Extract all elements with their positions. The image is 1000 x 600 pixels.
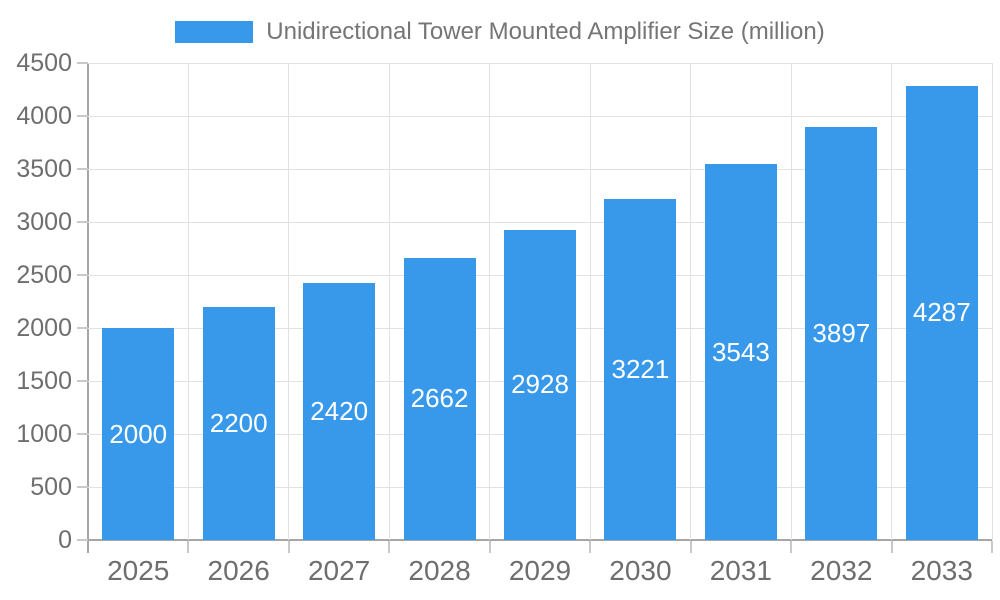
bar-value-label: 2000 <box>109 418 168 449</box>
x-tick-label: 2029 <box>508 555 572 586</box>
y-tick-label: 1500 <box>16 366 72 395</box>
bar-value-label: 2662 <box>410 383 469 414</box>
v-gridline <box>891 63 893 540</box>
bar-value-label: 2200 <box>209 407 268 438</box>
y-tick-label: 2000 <box>16 313 72 342</box>
bar-2027[interactable]: 2420 <box>303 283 376 540</box>
y-tick-label: 0 <box>58 525 72 554</box>
y-tick-mark <box>77 539 88 541</box>
v-gridline <box>589 63 591 540</box>
x-tick-mark <box>890 541 893 553</box>
bar-value-label: 4287 <box>912 297 971 328</box>
bar-2026[interactable]: 2200 <box>202 306 275 540</box>
legend-swatch <box>175 21 254 43</box>
x-tick-label: 2031 <box>709 555 773 586</box>
y-tick-label: 1000 <box>16 419 72 448</box>
x-tick-label: 2028 <box>408 555 471 586</box>
y-tick-label: 4000 <box>16 101 72 130</box>
x-tick-mark <box>87 541 89 553</box>
x-tick-mark <box>488 541 491 553</box>
y-tick-mark <box>77 62 88 64</box>
v-gridline <box>790 63 792 540</box>
x-tick-mark <box>689 541 692 553</box>
y-tick-label: 4500 <box>16 48 72 77</box>
y-tick-mark <box>77 433 88 435</box>
x-tick-label: 2027 <box>307 555 371 586</box>
x-tick-mark <box>287 541 290 553</box>
x-tick-label: 2032 <box>810 555 873 586</box>
v-gridline <box>187 63 189 540</box>
y-tick-mark <box>77 327 88 329</box>
legend-label: Unidirectional Tower Mounted Amplifier S… <box>266 18 825 45</box>
bar-2025[interactable]: 2000 <box>102 328 175 540</box>
bar-value-label: 3543 <box>711 336 770 367</box>
bar-value-label: 3897 <box>812 317 871 348</box>
y-tick-label: 3000 <box>16 207 72 236</box>
bar-2028[interactable]: 2662 <box>403 257 476 540</box>
bar-2029[interactable]: 2928 <box>504 229 576 540</box>
y-tick-mark <box>77 274 88 276</box>
h-gridline <box>88 115 992 117</box>
bar-2030[interactable]: 3221 <box>604 198 677 540</box>
y-tick-label: 3500 <box>16 154 72 183</box>
bar-value-label: 2928 <box>511 369 569 400</box>
v-gridline <box>690 63 692 540</box>
x-tick-label: 2025 <box>107 555 170 586</box>
v-gridline <box>489 63 491 540</box>
v-gridline <box>388 63 390 540</box>
x-axis-line <box>78 539 992 541</box>
bar-value-label: 2420 <box>310 396 369 427</box>
x-tick-mark <box>589 541 592 553</box>
bar-2032[interactable]: 3897 <box>805 126 878 540</box>
x-tick-mark <box>187 541 190 553</box>
x-tick-mark <box>790 541 793 553</box>
y-axis-line <box>87 63 89 552</box>
chart-legend[interactable]: Unidirectional Tower Mounted Amplifier S… <box>0 17 1000 47</box>
x-tick-mark <box>991 541 993 553</box>
v-gridline <box>991 63 993 540</box>
plot-area: 2000 2200 2420 2662 2928 3221 3543 3897 4287 <box>88 62 993 540</box>
y-tick-mark <box>77 486 88 488</box>
y-tick-label: 2500 <box>16 260 72 289</box>
y-tick-mark <box>77 168 88 170</box>
bar-2033[interactable]: 4287 <box>905 85 978 540</box>
y-tick-mark <box>77 221 88 223</box>
bar-2031[interactable]: 3543 <box>704 164 777 540</box>
x-tick-mark <box>388 541 391 553</box>
h-gridline <box>88 221 992 223</box>
x-tick-label: 2026 <box>207 555 270 586</box>
x-tick-label: 2030 <box>609 555 672 586</box>
y-tick-mark <box>77 380 88 382</box>
v-gridline <box>288 63 290 540</box>
x-tick-label: 2033 <box>910 555 973 586</box>
y-tick-label: 500 <box>30 472 72 501</box>
h-gridline <box>88 168 992 170</box>
h-gridline <box>88 62 992 64</box>
bar-value-label: 3221 <box>611 353 670 384</box>
y-tick-mark <box>77 115 88 117</box>
